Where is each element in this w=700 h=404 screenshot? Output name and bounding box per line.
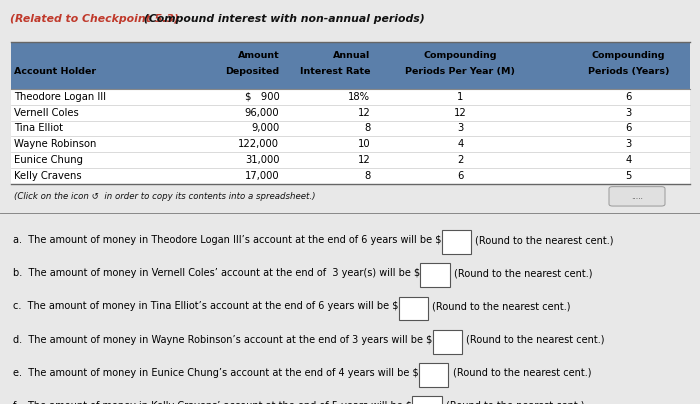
Text: Amount: Amount xyxy=(237,51,279,60)
Text: Theodore Logan III: Theodore Logan III xyxy=(14,92,106,102)
FancyBboxPatch shape xyxy=(433,330,462,354)
Text: (Click on the icon ↺  in order to copy its contents into a spreadsheet.): (Click on the icon ↺ in order to copy it… xyxy=(14,192,316,201)
Text: Periods (Years): Periods (Years) xyxy=(587,67,669,76)
Text: Eunice Chung: Eunice Chung xyxy=(14,155,83,165)
Text: (Round to the nearest cent.): (Round to the nearest cent.) xyxy=(446,401,584,404)
Text: 10: 10 xyxy=(358,139,370,149)
Text: e.  The amount of money in Eunice Chung’s account at the end of 4 years will be : e. The amount of money in Eunice Chung’s… xyxy=(13,368,418,378)
Text: (Round to the nearest cent.): (Round to the nearest cent.) xyxy=(454,268,592,278)
Bar xyxy=(10,42,690,184)
FancyBboxPatch shape xyxy=(412,396,442,404)
Text: 96,000: 96,000 xyxy=(245,107,279,118)
Text: 1: 1 xyxy=(457,92,463,102)
Text: (Round to the nearest cent.): (Round to the nearest cent.) xyxy=(475,235,614,245)
Text: (Compound interest with non-annual periods): (Compound interest with non-annual perio… xyxy=(140,14,425,24)
Text: c.  The amount of money in Tina Elliot’s account at the end of 6 years will be $: c. The amount of money in Tina Elliot’s … xyxy=(13,301,398,311)
Text: (Related to Checkpoint 5.3): (Related to Checkpoint 5.3) xyxy=(10,14,179,24)
Text: $   900: $ 900 xyxy=(244,92,279,102)
Text: Wayne Robinson: Wayne Robinson xyxy=(14,139,97,149)
Text: .....: ..... xyxy=(631,192,643,201)
Text: Compounding: Compounding xyxy=(592,51,665,60)
Bar xyxy=(10,42,690,89)
Text: d.  The amount of money in Wayne Robinson’s account at the end of 3 years will b: d. The amount of money in Wayne Robinson… xyxy=(13,335,432,345)
Text: 12: 12 xyxy=(358,155,370,165)
Text: Periods Per Year (M): Periods Per Year (M) xyxy=(405,67,515,76)
Text: (Round to the nearest cent.): (Round to the nearest cent.) xyxy=(433,301,570,311)
Text: 4: 4 xyxy=(457,139,463,149)
Text: f.   The amount of money in Kelly Cravens’ account at the end of 5 years will be: f. The amount of money in Kelly Cravens’… xyxy=(13,401,412,404)
Text: Deposited: Deposited xyxy=(225,67,279,76)
Text: Tina Elliot: Tina Elliot xyxy=(14,124,63,133)
Text: 8: 8 xyxy=(364,124,370,133)
Text: 3: 3 xyxy=(625,107,631,118)
Text: 122,000: 122,000 xyxy=(238,139,279,149)
Text: (Round to the nearest cent.): (Round to the nearest cent.) xyxy=(466,335,605,345)
FancyBboxPatch shape xyxy=(419,363,448,387)
Text: 12: 12 xyxy=(358,107,370,118)
Text: 17,000: 17,000 xyxy=(245,171,279,181)
Text: (Round to the nearest cent.): (Round to the nearest cent.) xyxy=(452,368,591,378)
Text: Account Holder: Account Holder xyxy=(14,67,96,76)
Text: Annual: Annual xyxy=(333,51,370,60)
Text: Kelly Cravens: Kelly Cravens xyxy=(14,171,82,181)
Text: 3: 3 xyxy=(625,139,631,149)
Text: 12: 12 xyxy=(454,107,467,118)
Text: Compounding: Compounding xyxy=(424,51,497,60)
Text: 5: 5 xyxy=(625,171,631,181)
Text: 4: 4 xyxy=(625,155,631,165)
Text: 3: 3 xyxy=(457,124,463,133)
Text: Vernell Coles: Vernell Coles xyxy=(14,107,78,118)
FancyBboxPatch shape xyxy=(442,230,471,254)
FancyBboxPatch shape xyxy=(609,187,665,206)
Text: 6: 6 xyxy=(625,124,631,133)
Text: 6: 6 xyxy=(625,92,631,102)
Text: a.  The amount of money in Theodore Logan III’s account at the end of 6 years wi: a. The amount of money in Theodore Logan… xyxy=(13,235,441,245)
Text: 8: 8 xyxy=(364,171,370,181)
Text: 9,000: 9,000 xyxy=(251,124,279,133)
FancyBboxPatch shape xyxy=(399,297,428,320)
Text: 6: 6 xyxy=(457,171,463,181)
Text: 2: 2 xyxy=(457,155,463,165)
Text: b.  The amount of money in Vernell Coles’ account at the end of  3 year(s) will : b. The amount of money in Vernell Coles’… xyxy=(13,268,420,278)
Text: 18%: 18% xyxy=(349,92,370,102)
FancyBboxPatch shape xyxy=(421,263,450,287)
Text: 31,000: 31,000 xyxy=(245,155,279,165)
Text: Interest Rate: Interest Rate xyxy=(300,67,370,76)
